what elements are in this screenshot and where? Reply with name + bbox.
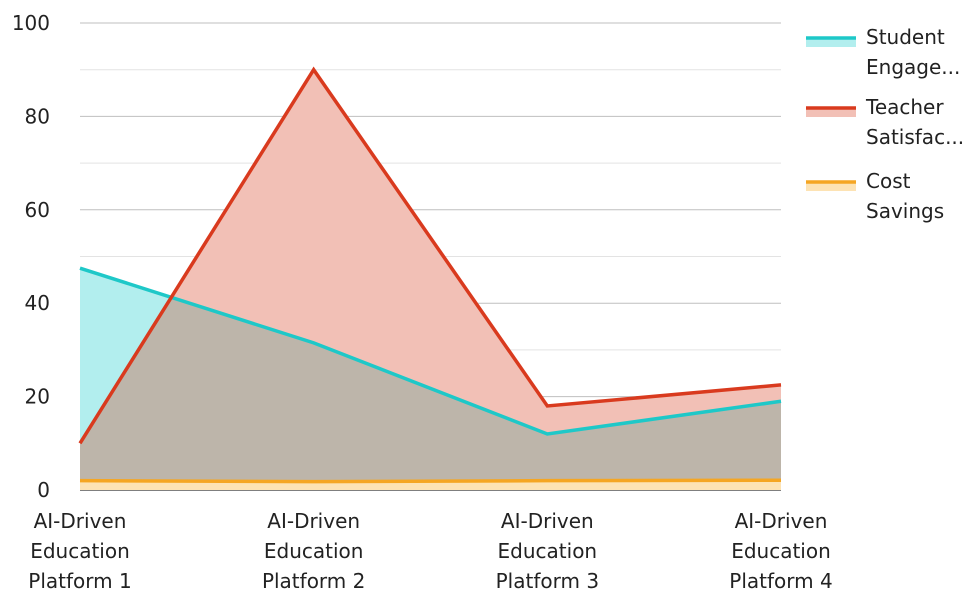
y-tick-label: 100 — [12, 11, 50, 35]
y-tick-label: 20 — [25, 385, 50, 409]
legend-label: Teacher Satisfac... — [865, 95, 964, 149]
y-tick-label: 0 — [37, 478, 50, 502]
legend-label: Student Engage... — [866, 25, 960, 79]
line-student-engagement — [79, 266, 782, 436]
series-lines — [78, 66, 782, 484]
y-tick-label: 60 — [25, 198, 50, 222]
y-tick-label: 40 — [25, 291, 50, 315]
series-areas — [80, 69, 781, 490]
legend-swatch-cost — [806, 182, 856, 191]
line-cost-savings — [79, 478, 782, 484]
x-tick-label: AI-Driven Education Platform 2 — [262, 509, 365, 593]
x-tick-label: AI-Driven Education Platform 4 — [729, 509, 832, 593]
legend-label: Cost Savings — [866, 169, 944, 223]
y-axis-ticks: 0 20 40 60 80 100 — [12, 11, 50, 502]
legend-swatch-teacher — [806, 108, 856, 117]
x-tick-label: AI-Driven Education Platform 3 — [496, 509, 599, 593]
line-teacher-satisfaction — [78, 66, 782, 445]
legend-swatch-student — [806, 38, 856, 47]
legend: Student Engage... Teacher Satisfac... Cost Sa… — [806, 25, 964, 223]
x-axis-ticks: AI-Driven Education Platform 1 AI-Driven Edu… — [28, 509, 832, 593]
y-tick-label: 80 — [25, 104, 50, 128]
x-tick-label: AI-Driven Education Platform 1 — [28, 509, 131, 593]
area-overlap — [80, 297, 781, 490]
